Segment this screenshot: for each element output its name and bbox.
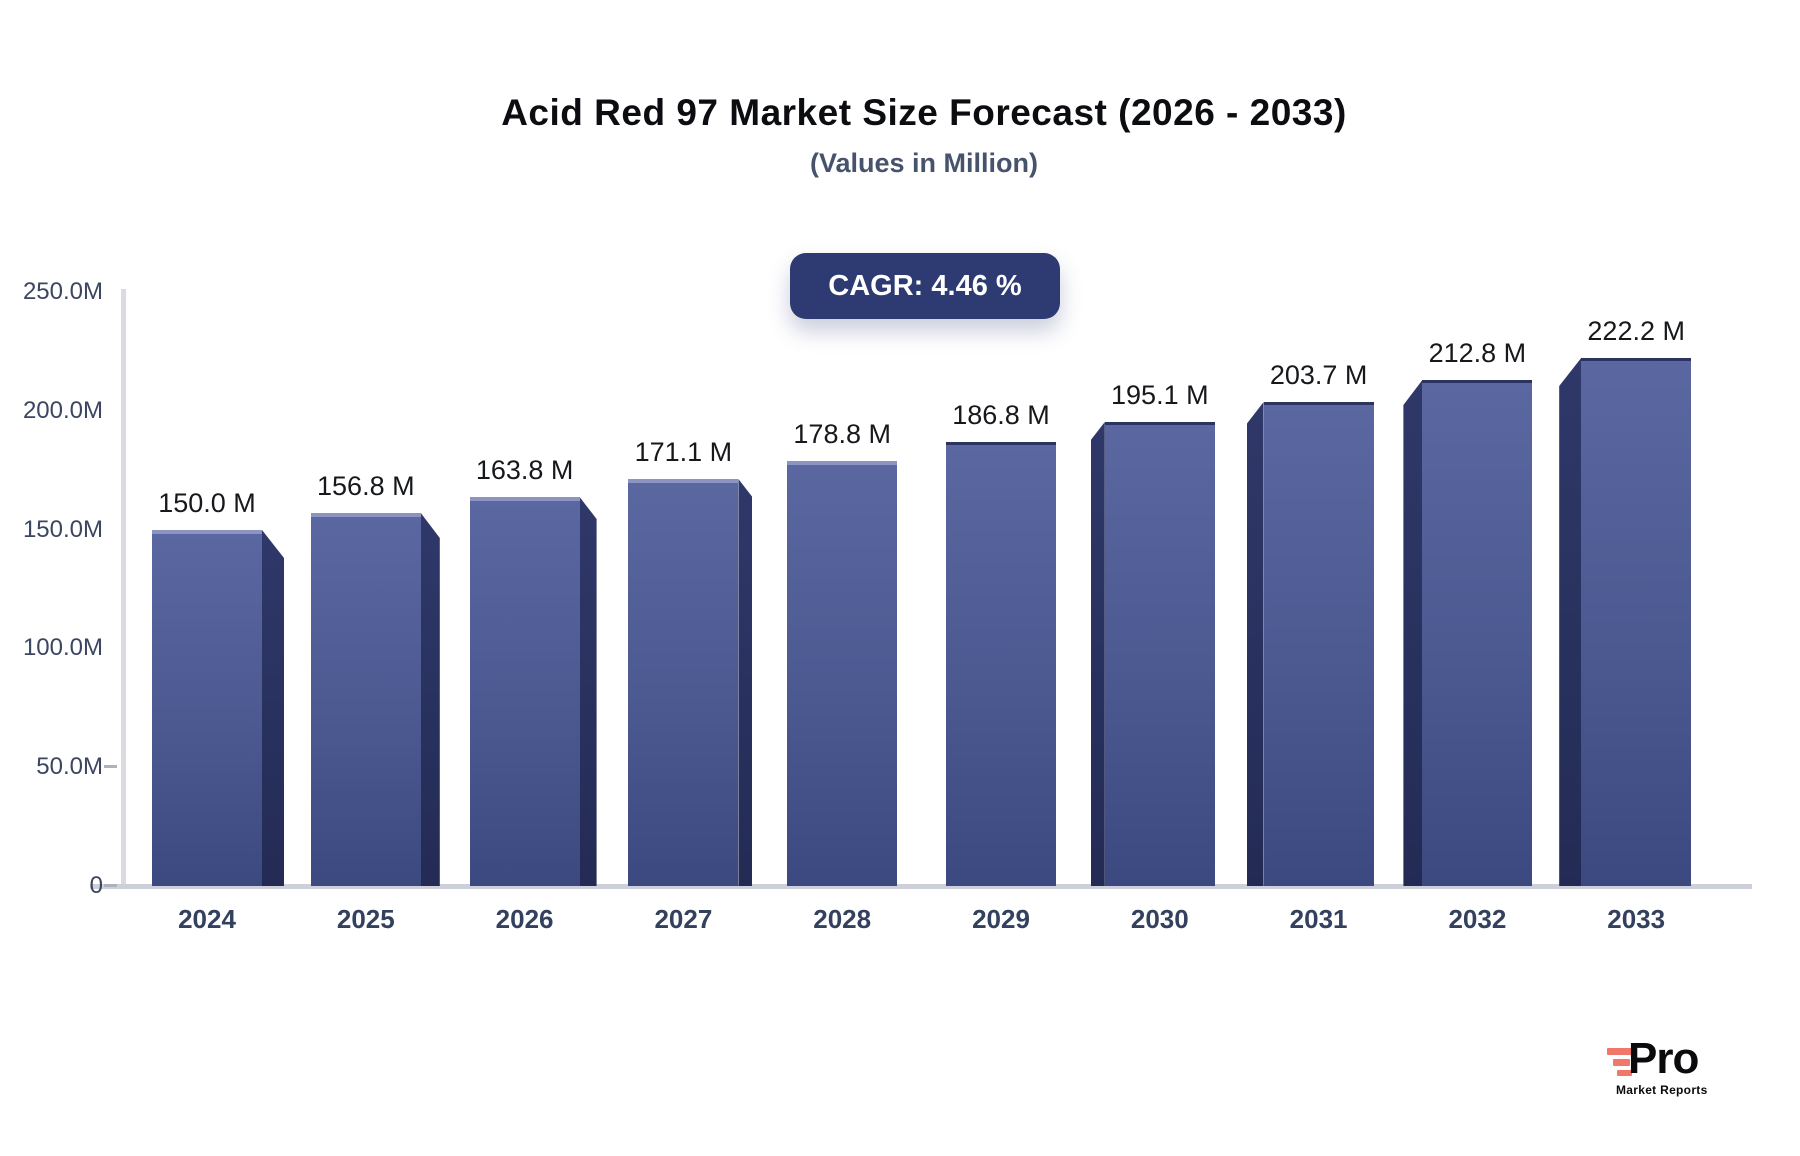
y-axis-label: 250.0M xyxy=(22,278,103,305)
bar-2028[interactable] xyxy=(787,461,898,886)
bar-value-label: 222.2 M xyxy=(1587,316,1685,346)
y-axis-label: 100.0M xyxy=(22,634,103,662)
x-axis-label: 2026 xyxy=(495,904,554,934)
bar-side-face xyxy=(1246,402,1264,886)
bar-value-label: 195.1 M xyxy=(1111,380,1209,410)
bar-value-label: 203.7 M xyxy=(1269,360,1368,390)
cagr-badge: CAGR: 4.46 % xyxy=(790,253,1060,319)
bar-2031[interactable] xyxy=(1263,402,1374,886)
y-axis-label: 50.0M xyxy=(36,753,103,781)
bar-2033[interactable] xyxy=(1581,358,1692,886)
x-axis-label: 2024 xyxy=(178,904,236,934)
bar-value-label: 163.8 M xyxy=(475,455,574,485)
logo[interactable]: Pro Market Reports xyxy=(1600,1034,1720,1104)
bar-side-face xyxy=(262,530,284,886)
bar-value-label: 156.8 M xyxy=(317,471,415,501)
bar-side-face xyxy=(579,497,597,886)
bar-side-face xyxy=(420,513,440,886)
page-title: Acid Red 97 Market Size Forecast (2026 -… xyxy=(501,92,1347,133)
bar-2030[interactable] xyxy=(1104,422,1215,886)
x-axis-label: 2032 xyxy=(1448,904,1507,934)
x-axis-label: 2033 xyxy=(1607,904,1666,934)
bar-value-label: 150.0 M xyxy=(158,488,256,518)
x-axis-label: 2031 xyxy=(1289,904,1348,934)
y-axis-tick xyxy=(104,884,117,887)
bar-side-face xyxy=(738,479,753,886)
logo-bar-icon xyxy=(1613,1059,1630,1066)
x-axis-label: 2028 xyxy=(813,904,872,934)
y-axis-label: 200.0M xyxy=(22,396,103,424)
logo-bar-icon xyxy=(1607,1048,1633,1055)
bar-2024[interactable] xyxy=(152,530,262,886)
bar-side-face xyxy=(1403,380,1423,886)
bar-2025[interactable] xyxy=(310,513,421,886)
bar-value-label: 171.1 M xyxy=(634,437,733,467)
bar-2032[interactable] xyxy=(1422,380,1533,886)
bar-value-label: 186.8 M xyxy=(952,400,1050,430)
bar-side-face xyxy=(1090,422,1105,886)
cagr-badge-label: CAGR: 4.46 % xyxy=(828,269,1022,302)
logo-bar-icon xyxy=(1617,1070,1632,1076)
x-axis-baseline xyxy=(90,884,1752,889)
bar-side-face xyxy=(1559,358,1582,886)
bar-2029[interactable] xyxy=(946,442,1056,886)
page-subtitle: (Values in Million) xyxy=(809,148,1039,178)
bar-value-label: 178.8 M xyxy=(793,419,891,449)
y-axis-label: 0 xyxy=(89,872,103,899)
chart-header: Acid Red 97 Market Size Forecast (2026 -… xyxy=(48,92,1800,179)
logo-tagline: Market Reports xyxy=(1616,1083,1708,1097)
bar-2027[interactable] xyxy=(628,479,739,886)
x-axis-label: 2025 xyxy=(336,904,395,934)
logo-text: Pro xyxy=(1628,1034,1699,1083)
y-axis-label: 150.0M xyxy=(22,515,103,543)
x-axis-label: 2030 xyxy=(1130,904,1189,934)
y-axis-line xyxy=(121,289,126,886)
x-axis-label: 2027 xyxy=(654,904,713,934)
bar-2026[interactable] xyxy=(469,497,580,886)
y-axis-tick xyxy=(104,765,117,769)
bar-value-label: 212.8 M xyxy=(1428,338,1527,368)
x-axis-label: 2029 xyxy=(972,904,1030,934)
